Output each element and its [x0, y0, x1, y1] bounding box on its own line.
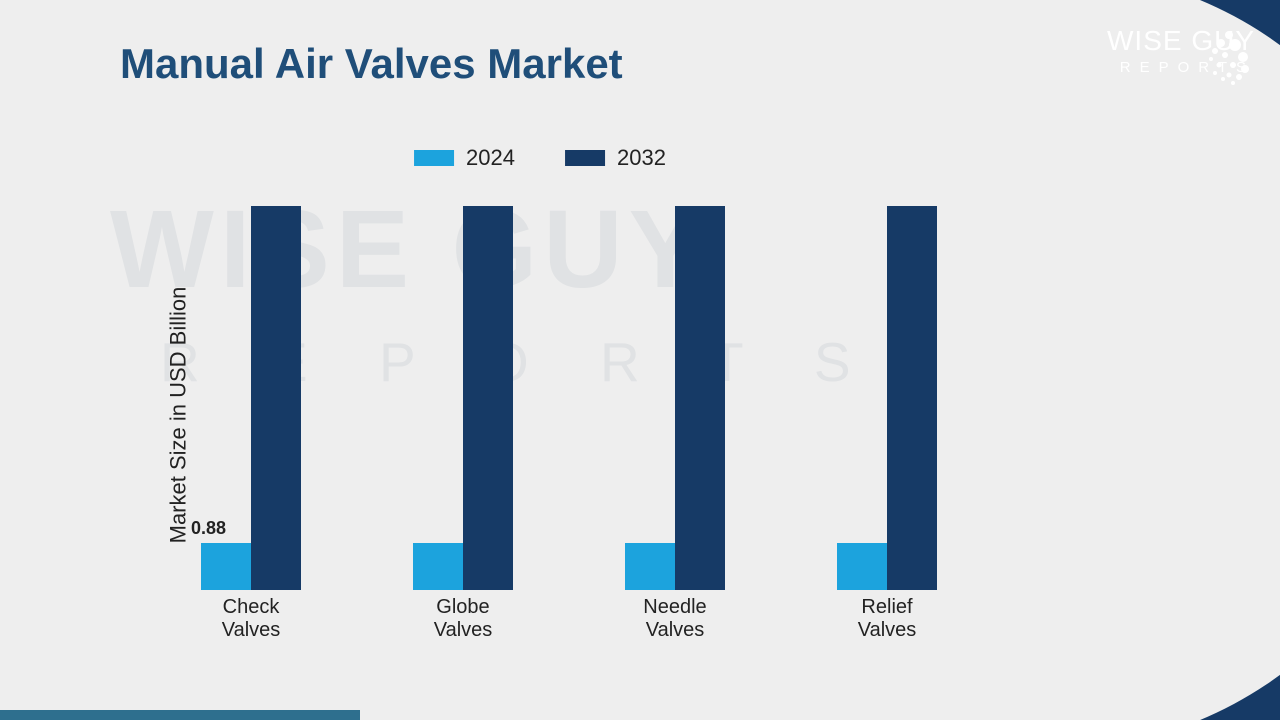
- brand-head-icon: [1185, 25, 1255, 95]
- legend-item: 2032: [565, 145, 666, 171]
- bar: [463, 206, 513, 590]
- bar-group: Needle Valves: [625, 206, 725, 590]
- bar-group: 0.88Check Valves: [201, 206, 301, 590]
- x-axis-label: Check Valves: [222, 590, 281, 642]
- bar: [675, 206, 725, 590]
- x-axis-label: Globe Valves: [434, 590, 493, 642]
- bar: [625, 543, 675, 590]
- x-axis-label: Needle Valves: [643, 590, 706, 642]
- legend-label: 2024: [466, 145, 515, 171]
- bar: 0.88: [201, 543, 251, 590]
- bar-chart: Market Size in USD Billion 20242032 0.88…: [105, 170, 975, 660]
- plot-area: 0.88Check Valves Globe Valves Needle Valve…: [145, 190, 975, 590]
- bar-group: Globe Valves: [413, 206, 513, 590]
- chart-title: Manual Air Valves Market: [120, 40, 623, 88]
- bar: [413, 543, 463, 590]
- bar: [887, 206, 937, 590]
- bar: [251, 206, 301, 590]
- brand-logo: WISE GUY REPORTS: [1107, 25, 1255, 76]
- bar-value-label: 0.88: [191, 518, 226, 543]
- legend-label: 2032: [617, 145, 666, 171]
- chart-canvas: WISE GUY R E P O R T S Manual Air Valves…: [0, 0, 1280, 720]
- legend-swatch: [565, 150, 605, 166]
- legend: 2024 2032: [414, 145, 666, 171]
- bar: [837, 543, 887, 590]
- bottom-accent-strip: [0, 710, 360, 720]
- x-axis-label: Relief Valves: [858, 590, 917, 642]
- bar-group: Relief Valves: [837, 206, 937, 590]
- legend-item: 2024: [414, 145, 515, 171]
- legend-swatch: [414, 150, 454, 166]
